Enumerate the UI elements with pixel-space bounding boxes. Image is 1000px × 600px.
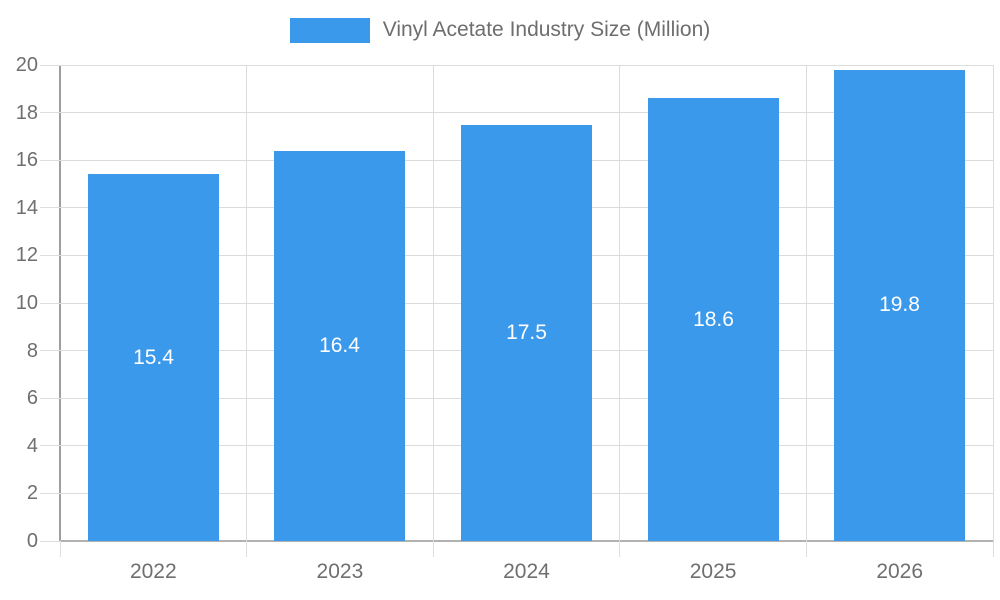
y-gridline xyxy=(60,64,993,66)
x-axis-label: 2022 xyxy=(129,560,177,583)
legend[interactable]: Vinyl Acetate Industry Size (Million) xyxy=(0,14,1000,46)
x-axis-label: 2025 xyxy=(689,560,737,583)
category-separator xyxy=(992,65,994,541)
y-axis-label: 14 xyxy=(15,196,38,219)
y-tick-mark xyxy=(40,350,60,352)
y-tick-mark xyxy=(40,492,60,494)
y-axis-label: 0 xyxy=(26,530,38,552)
x-tick-mark xyxy=(432,541,434,557)
x-tick-mark xyxy=(992,541,994,557)
bar-2024[interactable]: 17.5 xyxy=(461,124,592,541)
x-axis-label: 2024 xyxy=(503,560,550,583)
y-tick-mark xyxy=(40,112,60,114)
legend-swatch xyxy=(289,17,370,43)
category-separator xyxy=(246,65,248,541)
y-tick-mark xyxy=(40,540,60,542)
y-tick-mark xyxy=(40,207,60,209)
legend-label: Vinyl Acetate Industry Size (Million) xyxy=(382,18,711,41)
bar-value-label: 19.8 xyxy=(879,293,920,317)
x-tick-mark xyxy=(619,541,621,557)
y-tick-mark xyxy=(40,64,60,66)
y-tick-mark xyxy=(40,397,60,399)
bar-value-label: 18.6 xyxy=(693,307,734,331)
y-tick-mark xyxy=(40,302,60,304)
y-tick-mark xyxy=(40,159,60,161)
x-axis-label: 2023 xyxy=(316,560,364,583)
bar-2023[interactable]: 16.4 xyxy=(274,150,405,541)
x-tick-mark xyxy=(246,541,248,557)
y-axis-label: 8 xyxy=(26,339,38,362)
bar-2022[interactable]: 15.4 xyxy=(88,174,219,541)
x-tick-mark xyxy=(59,541,61,557)
category-separator xyxy=(805,65,807,541)
x-tick-mark xyxy=(805,541,807,557)
bar-value-label: 16.4 xyxy=(319,333,360,357)
y-axis-label: 4 xyxy=(26,434,38,457)
y-axis-label: 20 xyxy=(15,54,38,76)
x-axis-line xyxy=(59,540,994,542)
y-axis-label: 6 xyxy=(26,387,38,410)
category-separator xyxy=(432,65,434,541)
y-axis-label: 10 xyxy=(15,292,38,314)
category-separator xyxy=(619,65,621,541)
bar-value-label: 17.5 xyxy=(506,320,547,344)
y-axis-label: 12 xyxy=(15,244,38,267)
y-axis-line xyxy=(59,65,61,542)
y-tick-mark xyxy=(40,254,60,256)
y-axis-label: 2 xyxy=(26,482,38,505)
y-tick-mark xyxy=(40,445,60,447)
x-axis-label: 2026 xyxy=(876,560,924,583)
bar-2026[interactable]: 19.8 xyxy=(834,69,965,541)
y-axis-label: 18 xyxy=(15,101,38,124)
y-gridline xyxy=(60,112,993,114)
bar-2025[interactable]: 18.6 xyxy=(648,98,779,541)
bar-value-label: 15.4 xyxy=(133,345,174,369)
y-axis-label: 16 xyxy=(15,149,38,172)
